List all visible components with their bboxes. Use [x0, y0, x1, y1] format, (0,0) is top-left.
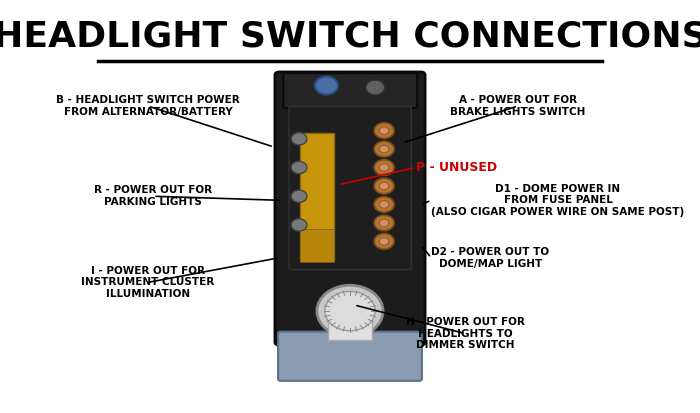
Circle shape	[379, 164, 389, 171]
Circle shape	[379, 237, 389, 245]
Text: H - POWER OUT FOR
HEADLIGHTS TO
DIMMER SWITCH: H - POWER OUT FOR HEADLIGHTS TO DIMMER S…	[406, 317, 525, 350]
Text: D2 - POWER OUT TO
DOME/MAP LIGHT: D2 - POWER OUT TO DOME/MAP LIGHT	[431, 247, 550, 268]
FancyBboxPatch shape	[300, 229, 335, 262]
Circle shape	[374, 197, 394, 212]
Circle shape	[379, 219, 389, 227]
Circle shape	[374, 215, 394, 231]
Text: R - POWER OUT FOR
PARKING LIGHTS: R - POWER OUT FOR PARKING LIGHTS	[94, 185, 212, 207]
Text: I - POWER OUT FOR
INSTRUMENT CLUSTER
ILLUMINATION: I - POWER OUT FOR INSTRUMENT CLUSTER ILL…	[81, 266, 214, 299]
Text: D1 - DOME POWER IN
FROM FUSE PANEL
(ALSO CIGAR POWER WIRE ON SAME POST): D1 - DOME POWER IN FROM FUSE PANEL (ALSO…	[431, 184, 685, 217]
FancyBboxPatch shape	[275, 72, 425, 345]
Circle shape	[325, 292, 375, 331]
Circle shape	[315, 76, 338, 95]
Text: P - UNUSED: P - UNUSED	[416, 161, 497, 174]
FancyBboxPatch shape	[278, 332, 422, 381]
Circle shape	[374, 178, 394, 194]
Text: HEADLIGHT SWITCH CONNECTIONS: HEADLIGHT SWITCH CONNECTIONS	[0, 19, 700, 53]
Circle shape	[291, 161, 307, 174]
Text: A - POWER OUT FOR
BRAKE LIGHTS SWITCH: A - POWER OUT FOR BRAKE LIGHTS SWITCH	[450, 95, 586, 117]
Circle shape	[379, 127, 389, 134]
Circle shape	[291, 190, 307, 202]
Circle shape	[379, 145, 389, 153]
FancyBboxPatch shape	[284, 73, 417, 108]
Circle shape	[374, 234, 394, 249]
Circle shape	[365, 80, 384, 95]
Circle shape	[374, 141, 394, 157]
Circle shape	[374, 160, 394, 176]
Bar	[328, 309, 372, 340]
FancyBboxPatch shape	[300, 133, 335, 260]
Circle shape	[291, 219, 307, 231]
Circle shape	[379, 182, 389, 190]
Circle shape	[379, 201, 389, 208]
FancyBboxPatch shape	[289, 107, 412, 270]
Circle shape	[291, 133, 307, 145]
Text: B - HEADLIGHT SWITCH POWER
FROM ALTERNATOR/BATTERY: B - HEADLIGHT SWITCH POWER FROM ALTERNAT…	[56, 95, 240, 117]
Circle shape	[317, 285, 383, 337]
Circle shape	[374, 123, 394, 138]
